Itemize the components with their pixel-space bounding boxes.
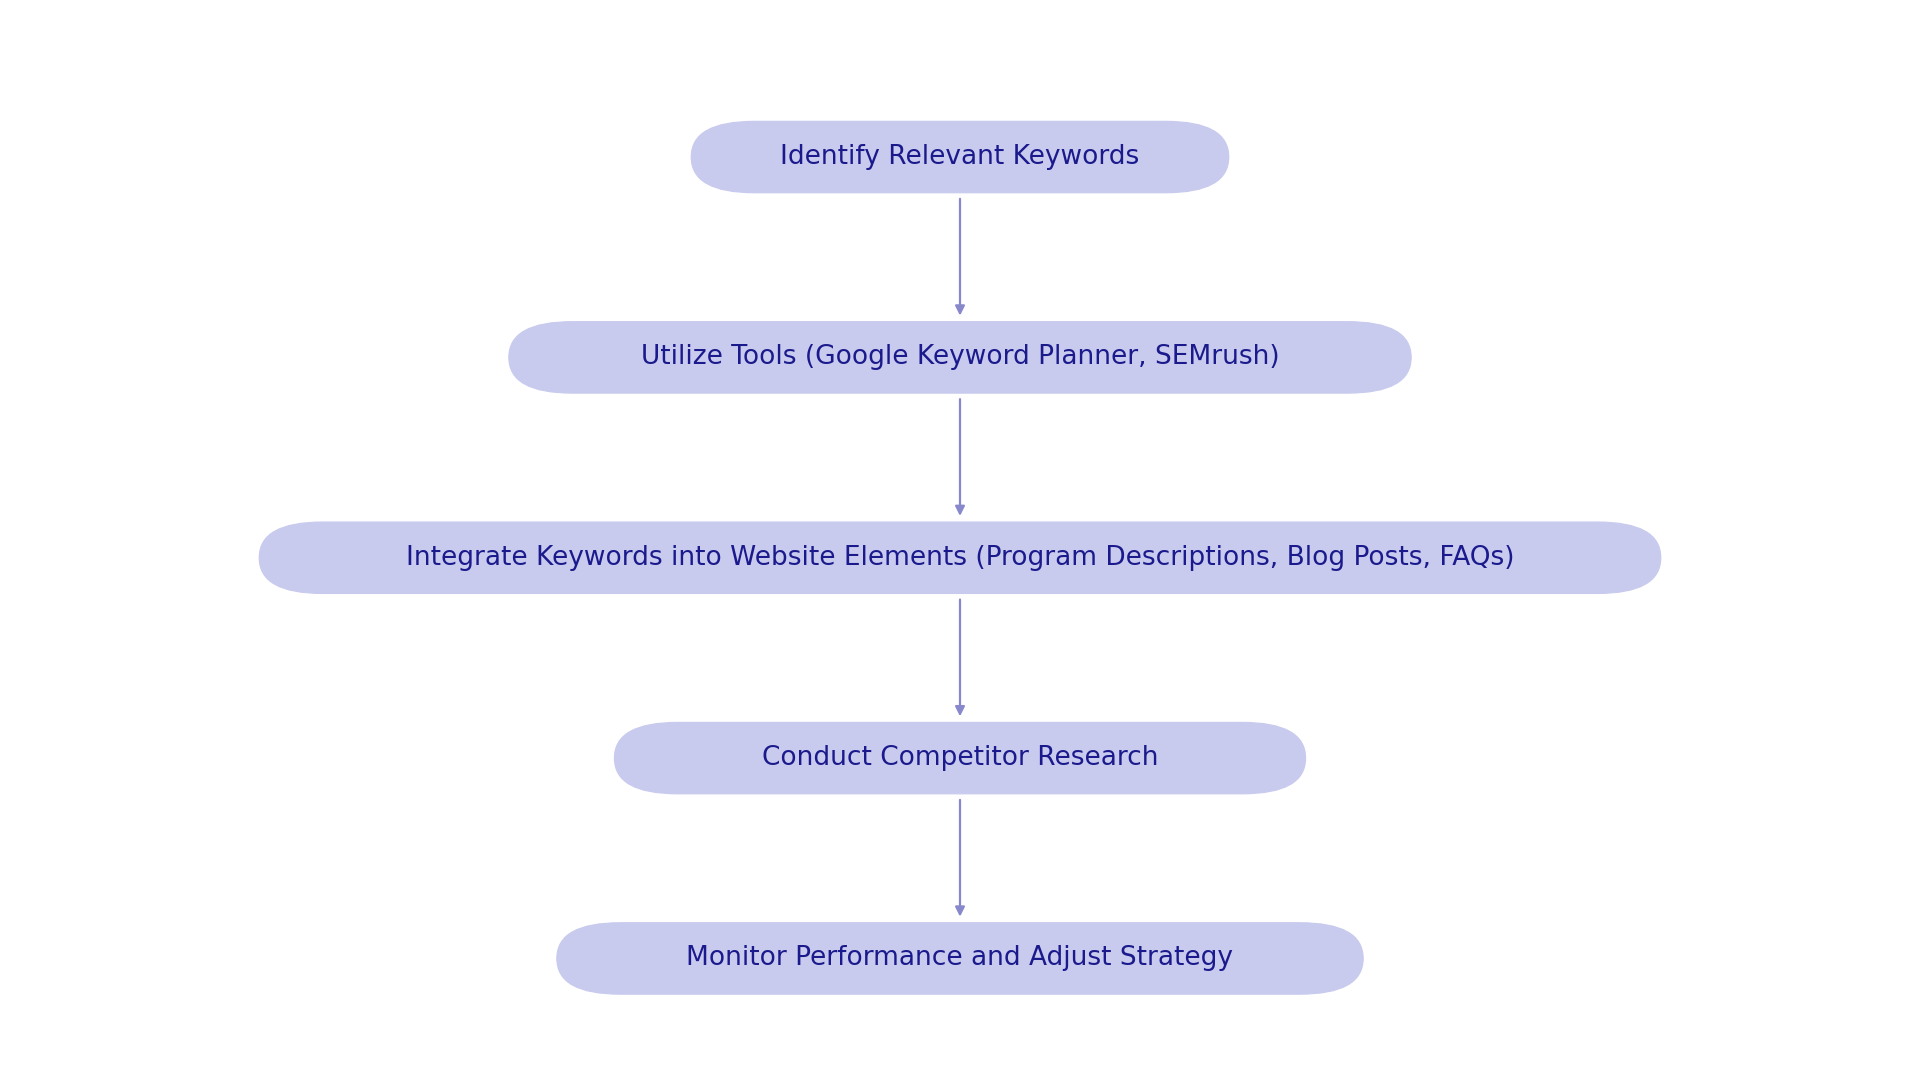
FancyBboxPatch shape [691, 121, 1229, 193]
Text: Integrate Keywords into Website Elements (Program Descriptions, Blog Posts, FAQs: Integrate Keywords into Website Elements… [405, 545, 1515, 571]
FancyBboxPatch shape [259, 522, 1661, 593]
Text: Monitor Performance and Adjust Strategy: Monitor Performance and Adjust Strategy [687, 945, 1233, 971]
FancyBboxPatch shape [557, 923, 1363, 994]
FancyBboxPatch shape [614, 722, 1306, 794]
Text: Utilize Tools (Google Keyword Planner, SEMrush): Utilize Tools (Google Keyword Planner, S… [641, 344, 1279, 370]
Text: Identify Relevant Keywords: Identify Relevant Keywords [780, 144, 1140, 170]
Text: Conduct Competitor Research: Conduct Competitor Research [762, 745, 1158, 771]
FancyBboxPatch shape [509, 322, 1411, 393]
